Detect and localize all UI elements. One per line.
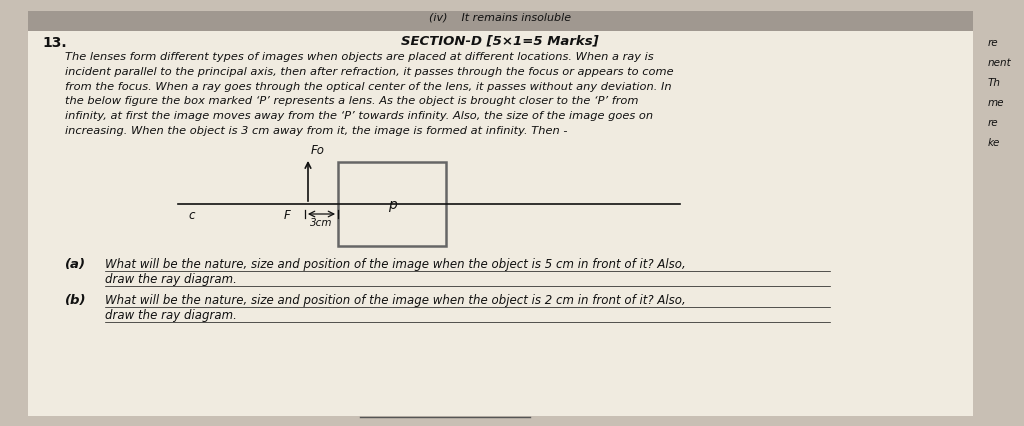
Text: (iv)    It remains insoluble: (iv) It remains insoluble (429, 13, 571, 23)
Text: increasing. When the object is 3 cm away from it, the image is formed at infinit: increasing. When the object is 3 cm away… (65, 126, 567, 136)
Text: 3cm: 3cm (310, 218, 333, 227)
Bar (338, 163, 446, 246)
Text: What will be the nature, size and position of the image when the object is 2 cm : What will be the nature, size and positi… (105, 294, 686, 306)
Text: SECTION-D [5×1=5 Marks]: SECTION-D [5×1=5 Marks] (401, 34, 599, 47)
Text: infinity, at first the image moves away from the ‘P’ towards infinity. Also, the: infinity, at first the image moves away … (65, 111, 653, 121)
Text: c: c (188, 208, 195, 222)
Text: nent: nent (988, 58, 1012, 68)
Text: re: re (988, 38, 998, 48)
Text: Th: Th (988, 78, 1001, 88)
Text: What will be the nature, size and position of the image when the object is 5 cm : What will be the nature, size and positi… (105, 257, 686, 271)
Text: F: F (284, 208, 290, 222)
Text: ke: ke (988, 138, 1000, 148)
Text: incident parallel to the principal axis, then after refraction, it passes throug: incident parallel to the principal axis,… (65, 66, 674, 77)
Text: (a): (a) (65, 257, 86, 271)
Text: The lenses form different types of images when objects are placed at different l: The lenses form different types of image… (65, 52, 653, 62)
Text: (b): (b) (65, 294, 86, 306)
Text: re: re (988, 118, 998, 128)
Text: draw the ray diagram.: draw the ray diagram. (105, 308, 237, 321)
Text: me: me (988, 98, 1005, 108)
Text: p: p (388, 198, 396, 211)
Text: draw the ray diagram.: draw the ray diagram. (105, 272, 237, 285)
Text: 13.: 13. (42, 36, 67, 50)
Bar (28, 12, 973, 32)
Text: Fo: Fo (311, 144, 325, 157)
Text: from the focus. When a ray goes through the optical center of the lens, it passe: from the focus. When a ray goes through … (65, 81, 672, 92)
Text: the below figure the box marked ‘P’ represents a lens. As the object is brought : the below figure the box marked ‘P’ repr… (65, 96, 639, 106)
